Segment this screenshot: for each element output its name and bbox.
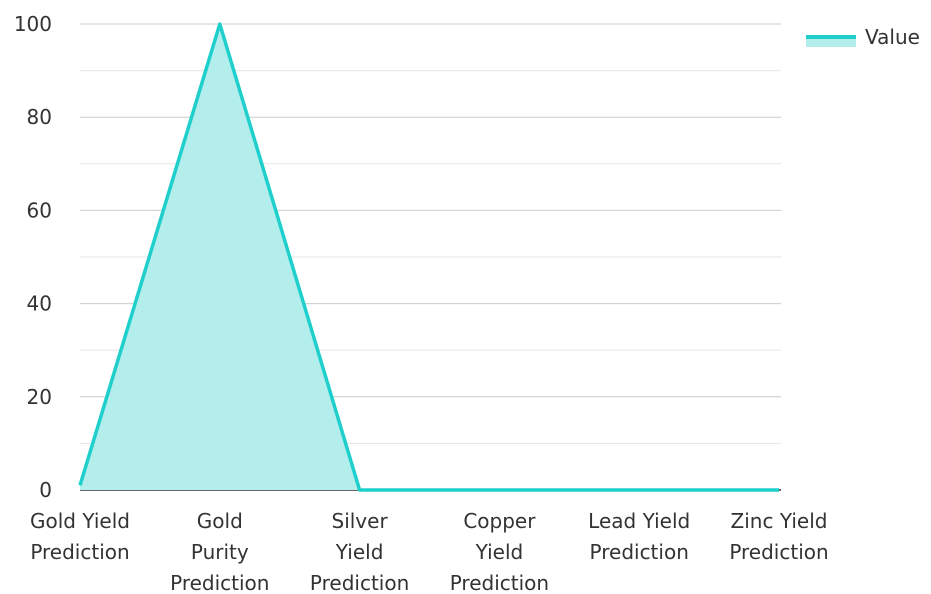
x-tick-label: Lead Yield Prediction [588, 509, 690, 564]
y-tick-label: 0 [39, 478, 52, 502]
y-tick-label: 60 [27, 198, 52, 222]
x-tick-label: Zinc Yield Prediction [729, 509, 828, 564]
y-tick-label: 20 [27, 385, 52, 409]
legend-label-value: Value [865, 25, 920, 49]
x-tick-label: Copper Yield Prediction [450, 509, 549, 594]
legend-swatch-fill [806, 37, 856, 47]
x-tick-label: Gold Purity Prediction [170, 509, 269, 594]
y-tick-label: 100 [14, 12, 52, 36]
x-tick-label: Silver Yield Prediction [310, 509, 409, 594]
x-tick-label: Gold Yield Prediction [30, 509, 130, 564]
y-tick-label: 40 [27, 292, 52, 316]
y-axis-tick-labels: 0 20 40 60 80 100 [14, 12, 52, 502]
x-axis-tick-labels: Gold Yield Prediction Gold Purity Prediction… [30, 509, 829, 594]
legend[interactable]: Value [806, 25, 920, 49]
series-line-layer [78, 22, 779, 492]
series-line-value [78, 22, 779, 492]
y-tick-label: 80 [27, 105, 52, 129]
